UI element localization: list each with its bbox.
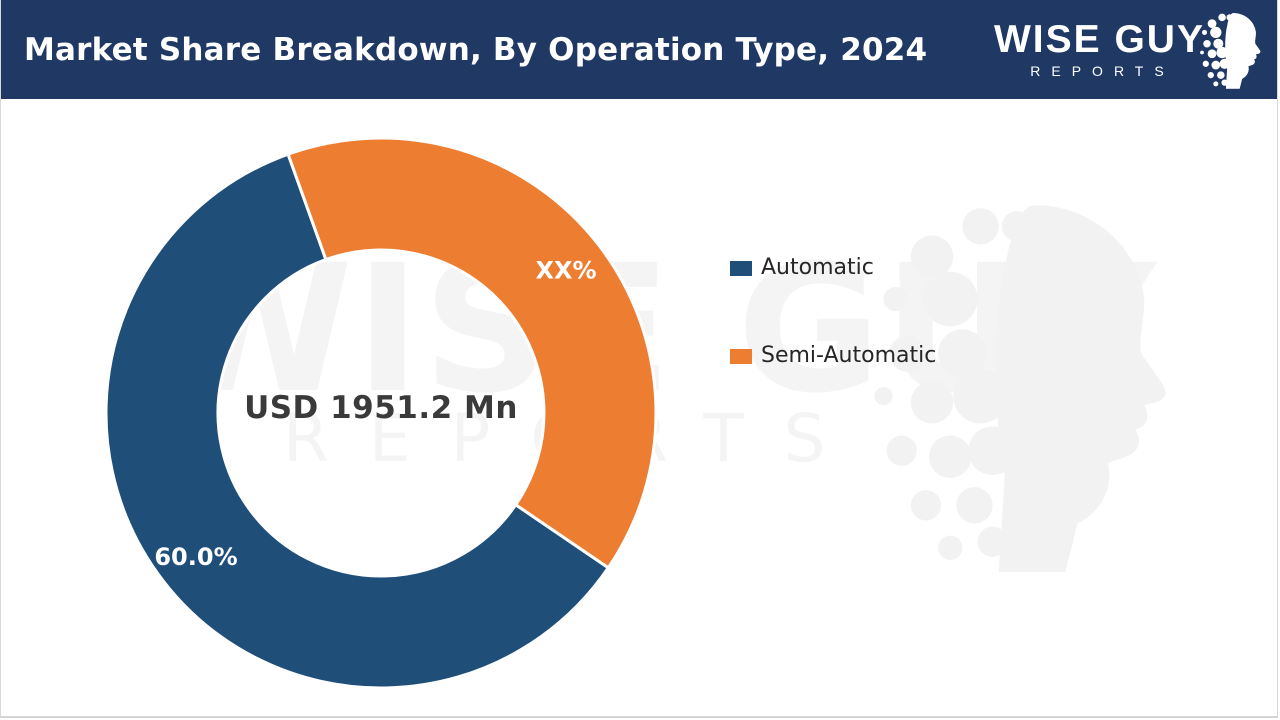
donut-segment-automatic xyxy=(104,152,610,690)
legend-item-semi-automatic: Semi-Automatic xyxy=(730,342,936,370)
chart-center-value: USD 1951.2 Mn xyxy=(244,390,518,426)
legend-label-semi-automatic: Semi-Automatic xyxy=(761,343,937,368)
legend-item-automatic: Automatic xyxy=(730,254,936,282)
logo-wordmark-block: WISE GUY REPORTS xyxy=(994,20,1205,79)
chart-legend: Automatic Semi-Automatic xyxy=(730,254,936,430)
donut-segment-semi-automatic xyxy=(286,136,658,570)
header-bar: Market Share Breakdown, By Operation Typ… xyxy=(1,0,1277,99)
legend-swatch-semi-automatic xyxy=(730,348,752,364)
logo-wordmark: WISE GUY xyxy=(993,18,1205,61)
segment-percentage-label: 60.0% xyxy=(154,543,237,571)
legend-swatch-automatic xyxy=(730,260,752,276)
brand-logo: WISE GUY REPORTS xyxy=(994,11,1266,89)
logo-subtext: REPORTS xyxy=(1030,63,1175,79)
segment-percentage-label: XX% xyxy=(535,256,596,284)
page-title: Market Share Breakdown, By Operation Typ… xyxy=(24,31,928,68)
legend-label-automatic: Automatic xyxy=(761,255,874,280)
